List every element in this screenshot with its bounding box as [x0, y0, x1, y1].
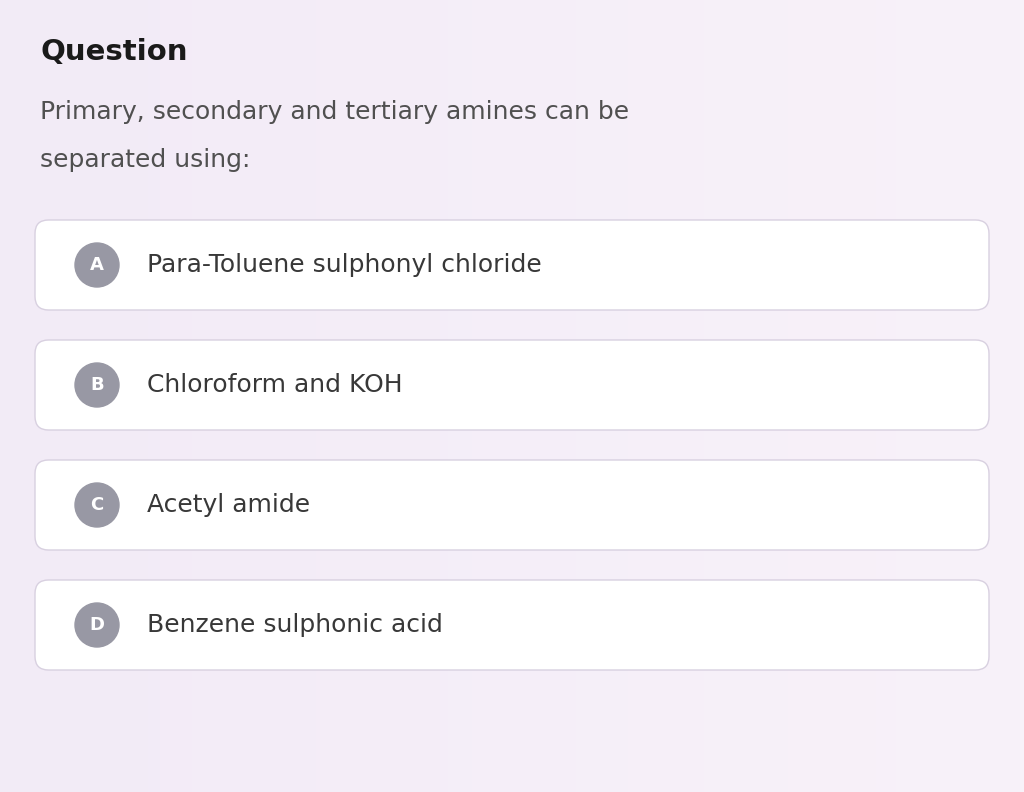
Circle shape: [75, 243, 119, 287]
Text: A: A: [90, 256, 104, 274]
FancyBboxPatch shape: [35, 340, 989, 430]
Circle shape: [75, 483, 119, 527]
Text: C: C: [90, 496, 103, 514]
Circle shape: [75, 363, 119, 407]
FancyBboxPatch shape: [35, 220, 989, 310]
Text: Para-Toluene sulphonyl chloride: Para-Toluene sulphonyl chloride: [147, 253, 542, 277]
Text: Chloroform and KOH: Chloroform and KOH: [147, 373, 402, 397]
Text: Acetyl amide: Acetyl amide: [147, 493, 310, 517]
Text: B: B: [90, 376, 103, 394]
Text: Benzene sulphonic acid: Benzene sulphonic acid: [147, 613, 442, 637]
Text: separated using:: separated using:: [40, 148, 251, 172]
FancyBboxPatch shape: [35, 460, 989, 550]
Text: D: D: [89, 616, 104, 634]
Text: Primary, secondary and tertiary amines can be: Primary, secondary and tertiary amines c…: [40, 100, 629, 124]
Text: Question: Question: [40, 38, 187, 66]
FancyBboxPatch shape: [35, 580, 989, 670]
Circle shape: [75, 603, 119, 647]
